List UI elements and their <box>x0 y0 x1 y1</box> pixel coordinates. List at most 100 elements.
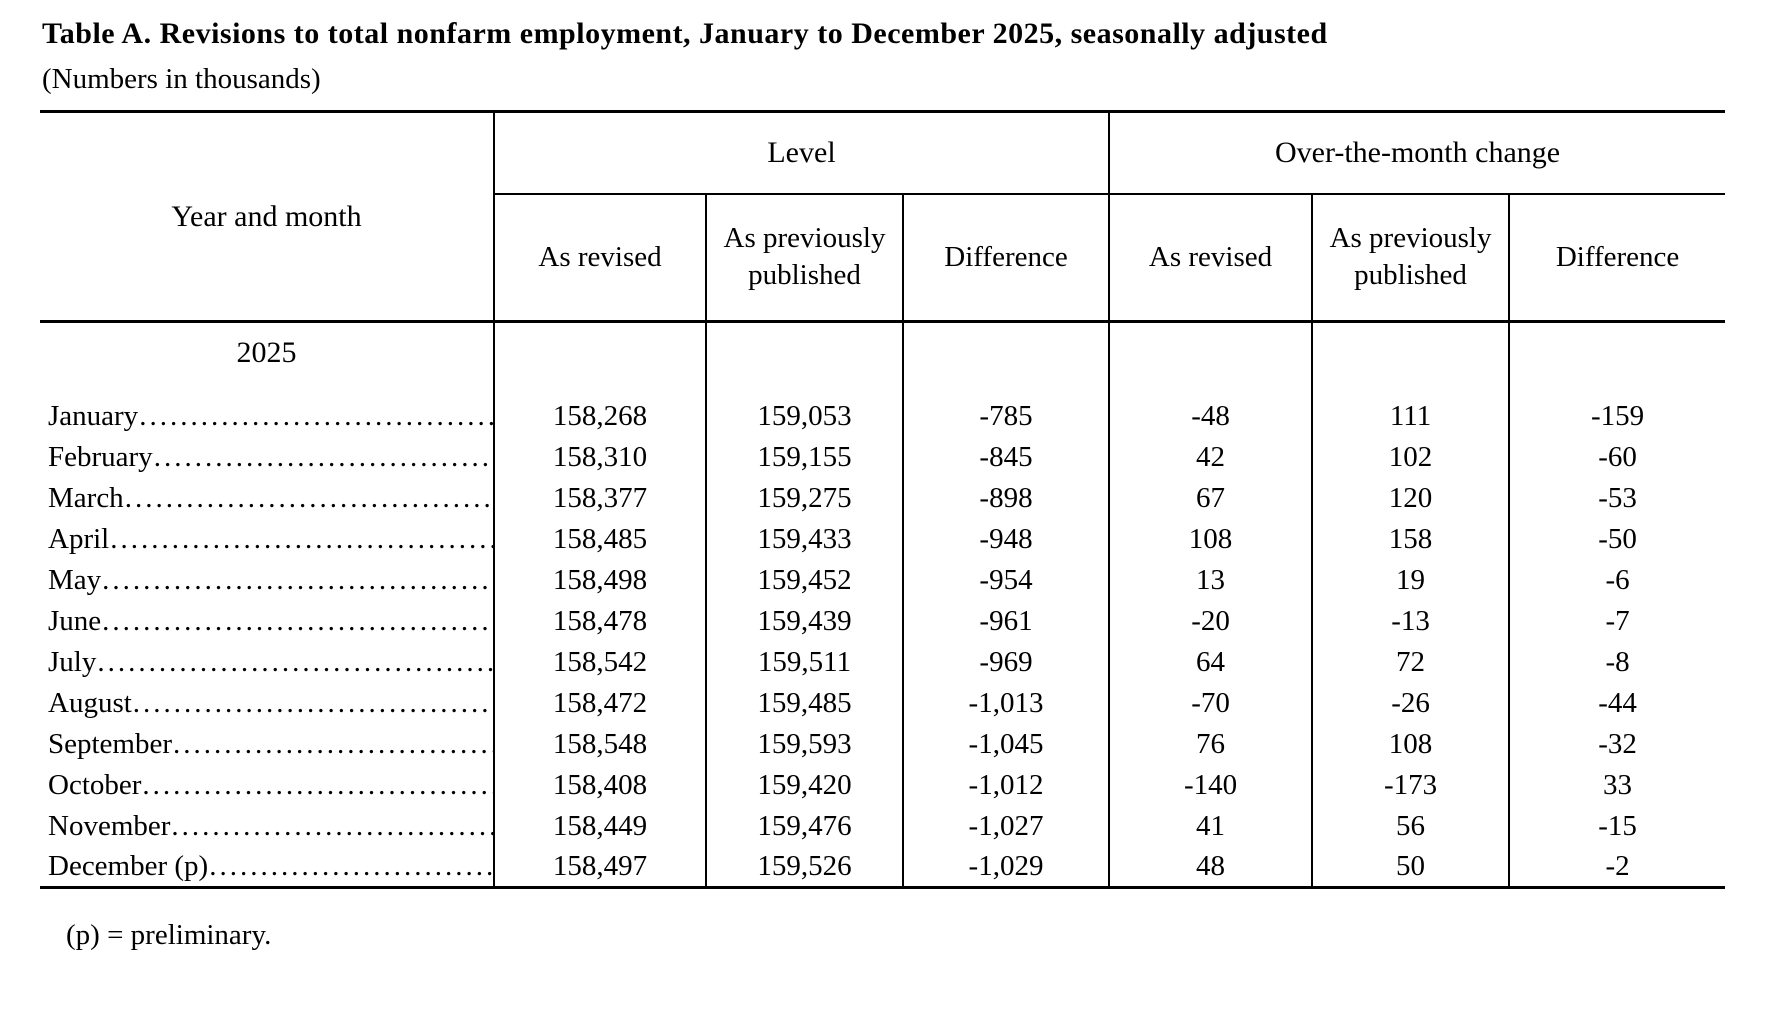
change-difference-cell: -6 <box>1605 563 1630 596</box>
change-difference-cell: -7 <box>1605 604 1630 637</box>
level-as-revised-cell: 158,449 <box>494 805 707 847</box>
change-as-previously-published-cell: 111 <box>1312 395 1511 437</box>
month-cell: September...............................… <box>40 723 495 765</box>
year-label: 2025 <box>40 321 495 396</box>
year-row: 2025 <box>40 321 1725 396</box>
level-as-previously-published-cell: 159,593 <box>706 723 904 765</box>
change-as-revised-cell: 41 <box>1109 805 1314 847</box>
change-as-previously-published-cell: -173 <box>1312 764 1511 806</box>
dot-leader: ........................................… <box>173 727 493 760</box>
dot-leader: ........................................… <box>142 768 493 801</box>
change-as-previously-published-cell: 50 <box>1312 846 1511 888</box>
level-group-header: Level <box>494 111 1111 195</box>
change-as-previously-published-cell: 56 <box>1312 805 1511 847</box>
group-header-row: Year and month Level Over-the-month chan… <box>40 111 1726 323</box>
table-row-january: January.................................… <box>40 395 1725 437</box>
change-as-revised-cell: 108 <box>1109 518 1314 560</box>
change-as-previously-published-cell: 120 <box>1312 477 1511 519</box>
month-cell: October.................................… <box>40 764 495 806</box>
table-row-july: July....................................… <box>40 641 1725 683</box>
change-as-revised-cell: -70 <box>1109 682 1314 724</box>
table-row-may: May.....................................… <box>40 559 1725 601</box>
dot-leader: ........................................… <box>97 645 493 678</box>
change-as-previously-published-cell: -26 <box>1312 682 1511 724</box>
month-cell: June....................................… <box>40 600 495 642</box>
month-cell: April...................................… <box>40 518 495 560</box>
change-as-previously-published-cell: -13 <box>1312 600 1511 642</box>
change-as-previously-published-cell: 19 <box>1312 559 1511 601</box>
change-difference-cell: -50 <box>1598 522 1637 555</box>
level-as-revised-cell: 158,497 <box>494 846 707 888</box>
month-cell: March...................................… <box>40 477 495 519</box>
dot-leader: ........................................… <box>132 686 493 719</box>
month-label: September <box>48 727 173 760</box>
change-as-revised-cell: -48 <box>1109 395 1314 437</box>
change-difference-cell: -32 <box>1598 727 1637 760</box>
level-as-previously-published-cell: 159,476 <box>706 805 904 847</box>
change-as-revised-cell: 13 <box>1109 559 1314 601</box>
dot-leader: ........................................… <box>110 522 493 555</box>
level-difference-cell: -1,029 <box>903 846 1111 888</box>
change-difference-cell: -8 <box>1605 645 1630 678</box>
level-difference-cell: -898 <box>903 477 1111 519</box>
level-difference-cell: -1,012 <box>903 764 1111 806</box>
month-cell: November................................… <box>40 805 495 847</box>
table-row-april: April...................................… <box>40 518 1725 560</box>
level-difference-cell: -785 <box>903 395 1111 437</box>
year-and-month-header: Year and month <box>40 111 495 323</box>
dot-leader: ........................................… <box>102 604 493 637</box>
change-as-revised-cell: 67 <box>1109 477 1314 519</box>
change-as-previously-published-cell: 108 <box>1312 723 1511 765</box>
table-row-october: October.................................… <box>40 764 1725 806</box>
month-label: November <box>48 809 171 842</box>
change-difference-cell: -15 <box>1598 809 1637 842</box>
level-as-revised-cell: 158,498 <box>494 559 707 601</box>
month-label: December (p) <box>48 849 209 882</box>
table-title: Table A. Revisions to total nonfarm empl… <box>42 17 1328 50</box>
table-row-september: September...............................… <box>40 723 1725 765</box>
level-as-revised-cell: 158,472 <box>494 682 707 724</box>
change-difference-cell: -60 <box>1598 440 1637 473</box>
change-as-previously-published-cell: 158 <box>1312 518 1511 560</box>
level-difference-cell: -1,045 <box>903 723 1111 765</box>
change-as-revised-cell: -140 <box>1109 764 1314 806</box>
level-as-previously-published-cell: 159,452 <box>706 559 904 601</box>
revisions-table: Year and month Level Over-the-month chan… <box>40 110 1726 889</box>
level-as-revised-header: As revised <box>494 193 707 323</box>
month-label: March <box>48 481 124 514</box>
change-difference-cell: -44 <box>1598 686 1637 719</box>
level-as-revised-cell: 158,485 <box>494 518 707 560</box>
level-as-revised-cell: 158,310 <box>494 436 707 478</box>
dot-leader: ........................................… <box>171 809 493 842</box>
month-label: August <box>48 686 132 719</box>
level-as-previously-published-cell: 159,053 <box>706 395 904 437</box>
table-row-march: March...................................… <box>40 477 1725 519</box>
level-as-previously-published-cell: 159,420 <box>706 764 904 806</box>
dot-leader: ........................................… <box>209 849 493 882</box>
dot-leader: ........................................… <box>153 440 493 473</box>
level-difference-cell: -948 <box>903 518 1111 560</box>
dot-leader: ........................................… <box>102 563 493 596</box>
level-as-previously-published-cell: 159,511 <box>706 641 904 683</box>
level-as-previously-published-cell: 159,439 <box>706 600 904 642</box>
level-difference-cell: -845 <box>903 436 1111 478</box>
level-as-previously-published-cell: 159,155 <box>706 436 904 478</box>
month-label: June <box>48 604 102 637</box>
dot-leader: ........................................… <box>124 481 493 514</box>
change-as-previously-published-cell: 72 <box>1312 641 1511 683</box>
level-as-previously-published-cell: 159,275 <box>706 477 904 519</box>
change-as-revised-cell: -20 <box>1109 600 1314 642</box>
level-as-previously-published-cell: 159,485 <box>706 682 904 724</box>
level-difference-cell: -1,013 <box>903 682 1111 724</box>
level-difference-cell: -961 <box>903 600 1111 642</box>
change-as-revised-cell: 42 <box>1109 436 1314 478</box>
change-difference-cell: 33 <box>1603 768 1633 801</box>
change-as-previously-published-cell: 102 <box>1312 436 1511 478</box>
dot-leader: ........................................… <box>139 399 493 432</box>
month-label: February <box>48 440 153 473</box>
table-subtitle: (Numbers in thousands) <box>42 63 321 95</box>
level-difference-header: Difference <box>903 193 1111 323</box>
month-label: April <box>48 522 110 555</box>
table-row-august: August..................................… <box>40 682 1725 724</box>
